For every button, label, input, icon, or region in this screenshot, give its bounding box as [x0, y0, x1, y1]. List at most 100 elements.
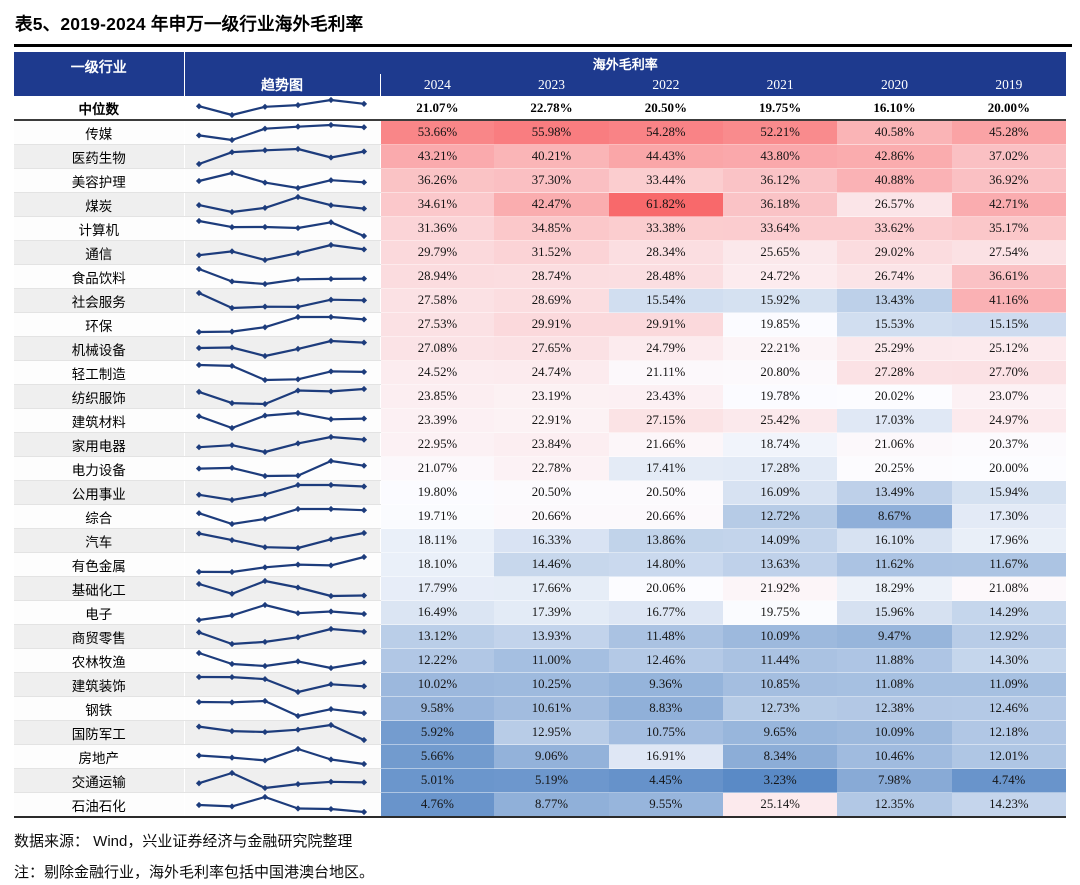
trend-sparkline-chart [195, 697, 368, 720]
margin-value-cell: 11.62% [837, 552, 952, 577]
industry-row: 环保 27.53% 29.91% 29.91% 19.85% 15.53% 15.15% [14, 312, 1066, 337]
margin-value-cell: 20.25% [837, 456, 952, 481]
margin-value-cell: 11.00% [494, 648, 609, 673]
trend-cell [184, 288, 381, 313]
sparkline-markers [195, 409, 368, 432]
margin-value-cell: 33.38% [608, 216, 723, 241]
industry-row: 煤炭 34.61% 42.47% 61.82% 36.18% 26.57% 42.71% [14, 192, 1066, 217]
margin-value-cell: 4.74% [951, 768, 1066, 793]
trend-sparkline-chart [195, 721, 368, 744]
margin-value-cell: 12.46% [608, 648, 723, 673]
trend-sparkline-chart [195, 649, 368, 672]
margin-value-cell: 12.72% [722, 504, 838, 529]
trend-sparkline-chart [195, 553, 368, 576]
margin-value-cell: 13.63% [722, 552, 838, 577]
sparkline-line [197, 171, 366, 190]
margin-value-cell: 36.12% [722, 168, 838, 193]
margin-value-cell: 28.34% [608, 240, 723, 265]
margin-value-cell: 24.72% [722, 264, 838, 289]
sparkline-line [197, 747, 366, 766]
margin-value-cell: 55.98% [494, 120, 609, 145]
margin-value-cell: 5.92% [380, 720, 495, 745]
industry-name: 汽车 [14, 528, 185, 553]
margin-value-cell: 11.67% [951, 552, 1066, 577]
margin-value-cell: 19.75% [722, 96, 838, 121]
industry-row: 基础化工 17.79% 17.66% 20.06% 21.92% 18.29% 21.08% [14, 576, 1066, 601]
trend-cell [184, 624, 381, 649]
industry-row: 交通运输 5.01% 5.19% 4.45% 3.23% 7.98% 4.74% [14, 768, 1066, 793]
header-year-2024: 2024 [380, 74, 495, 96]
margin-value-cell: 4.76% [380, 792, 495, 818]
margin-value-cell: 22.78% [494, 456, 609, 481]
margin-value-cell: 61.82% [608, 192, 723, 217]
margin-value-cell: 24.74% [494, 360, 609, 385]
margin-value-cell: 13.49% [837, 480, 952, 505]
trend-cell [184, 312, 381, 337]
sparkline-line [197, 723, 366, 742]
margin-value-cell: 17.03% [837, 408, 952, 433]
industry-row: 石油石化 4.76% 8.77% 9.55% 25.14% 12.35% 14.23% [14, 792, 1066, 818]
industry-row: 计算机 31.36% 34.85% 33.38% 33.64% 33.62% 35.17% [14, 216, 1066, 241]
margin-value-cell: 10.09% [722, 624, 838, 649]
trend-sparkline-chart [195, 385, 368, 408]
industry-name: 电子 [14, 600, 185, 625]
margin-value-cell: 19.85% [722, 312, 838, 337]
margin-value-cell: 3.23% [722, 768, 838, 793]
margin-value-cell: 21.08% [951, 576, 1066, 601]
margin-value-cell: 13.43% [837, 288, 952, 313]
industry-name: 基础化工 [14, 576, 185, 601]
trend-cell [184, 240, 381, 265]
trend-sparkline-chart [195, 193, 368, 216]
margin-value-cell: 21.07% [380, 456, 495, 481]
sparkline-line [197, 98, 366, 117]
margin-value-cell: 11.88% [837, 648, 952, 673]
margin-value-cell: 12.95% [494, 720, 609, 745]
margin-value-cell: 18.29% [837, 576, 952, 601]
margin-value-cell: 43.80% [722, 144, 838, 169]
margin-value-cell: 35.17% [951, 216, 1066, 241]
margin-value-cell: 19.78% [722, 384, 838, 409]
trend-cell [184, 480, 381, 505]
industry-name: 交通运输 [14, 768, 185, 793]
margin-value-cell: 27.15% [608, 408, 723, 433]
sparkline-line [197, 699, 366, 718]
margin-value-cell: 36.61% [951, 264, 1066, 289]
industry-name: 社会服务 [14, 288, 185, 313]
margin-value-cell: 5.01% [380, 768, 495, 793]
margin-value-cell: 23.19% [494, 384, 609, 409]
trend-sparkline-chart [195, 289, 368, 312]
trend-cell [184, 360, 381, 385]
margin-value-cell: 45.28% [951, 120, 1066, 145]
margin-value-cell: 15.96% [837, 600, 952, 625]
margin-value-cell: 24.79% [608, 336, 723, 361]
trend-cell [184, 552, 381, 577]
margin-value-cell: 15.54% [608, 288, 723, 313]
margin-value-cell: 23.07% [951, 384, 1066, 409]
margin-value-cell: 27.28% [837, 360, 952, 385]
margin-value-cell: 28.69% [494, 288, 609, 313]
industry-row: 纺织服饰 23.85% 23.19% 23.43% 19.78% 20.02% 23.07% [14, 384, 1066, 409]
margin-value-cell: 9.06% [494, 744, 609, 769]
data-source-note: 数据来源： Wind，兴业证券经济与金融研究院整理 [14, 833, 353, 850]
margin-value-cell: 27.08% [380, 336, 495, 361]
margin-value-cell: 10.61% [494, 696, 609, 721]
margin-value-cell: 28.94% [380, 264, 495, 289]
margin-value-cell: 10.02% [380, 672, 495, 697]
industry-row: 传媒 53.66% 55.98% 54.28% 52.21% 40.58% 45.28% [14, 120, 1066, 145]
industry-name: 建筑装饰 [14, 672, 185, 697]
margin-value-cell: 34.61% [380, 192, 495, 217]
trend-sparkline-chart [195, 361, 368, 384]
margin-value-cell: 27.70% [951, 360, 1066, 385]
trend-cell [184, 768, 381, 793]
header-row-years: 趋势图 2024 2023 2022 2021 2020 2019 [14, 74, 1066, 96]
margin-value-cell: 20.50% [494, 480, 609, 505]
industry-row: 电力设备 21.07% 22.78% 17.41% 17.28% 20.25% 20.00% [14, 456, 1066, 481]
margin-value-cell: 12.73% [722, 696, 838, 721]
margin-value-cell: 9.47% [837, 624, 952, 649]
margin-value-cell: 31.52% [494, 240, 609, 265]
industry-name: 环保 [14, 312, 185, 337]
margin-value-cell: 16.09% [722, 480, 838, 505]
industry-name: 食品饮料 [14, 264, 185, 289]
trend-cell [184, 576, 381, 601]
margin-value-cell: 16.10% [837, 528, 952, 553]
